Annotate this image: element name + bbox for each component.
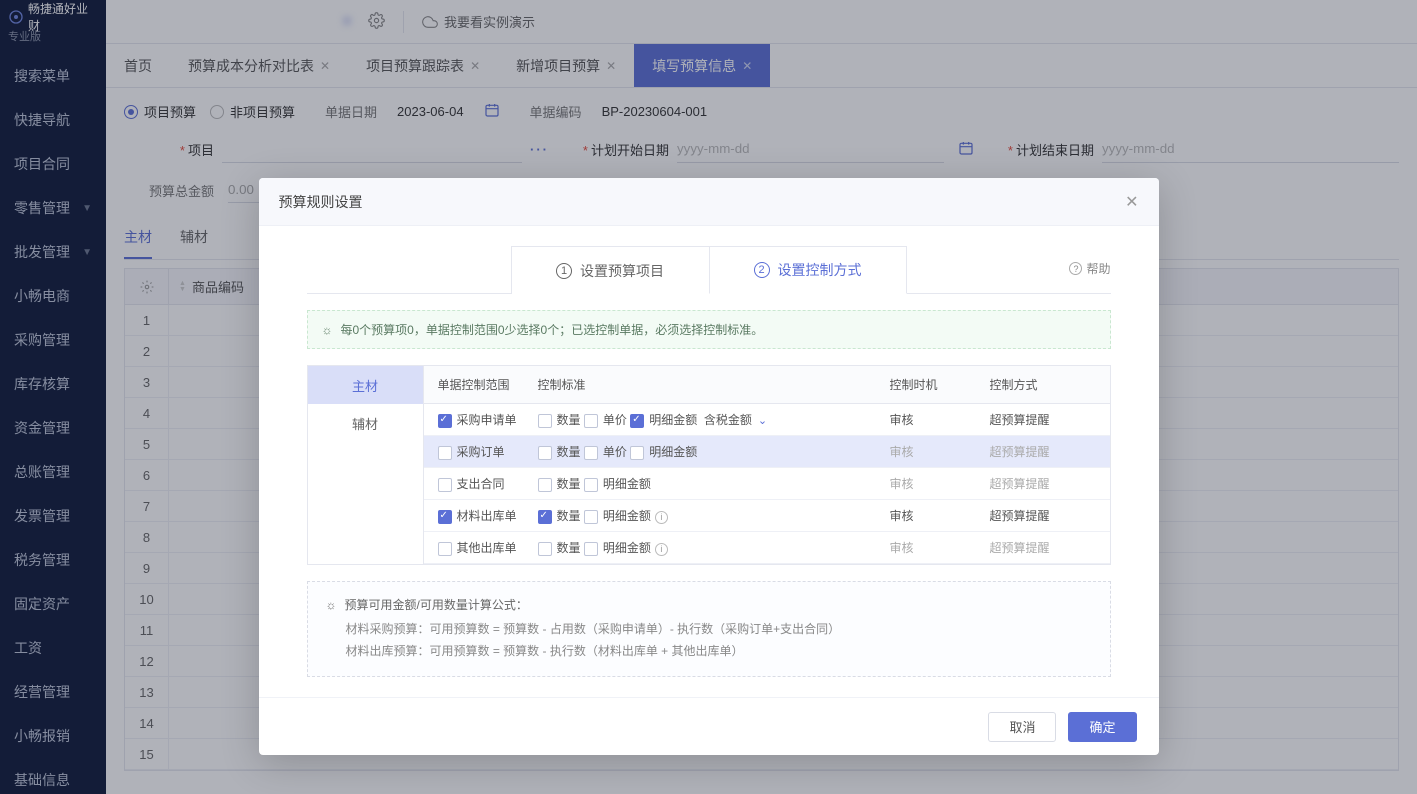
close-icon[interactable]: ✕: [1125, 192, 1138, 212]
col-mode: 控制方式: [990, 376, 1110, 393]
checkbox-doc[interactable]: [438, 542, 452, 556]
rule-row-2: 支出合同数量 明细金额审核超预算提醒: [424, 468, 1110, 500]
col-doc-range: 单据控制范围: [424, 376, 528, 393]
rules-table: 单据控制范围 控制标准 控制时机 控制方式 采购申请单数量 单价 明细金额 含税…: [424, 366, 1110, 564]
checkbox-qty[interactable]: [538, 510, 552, 524]
bulb-icon: ☼: [326, 598, 337, 612]
checkbox-detail[interactable]: [630, 446, 644, 460]
modal-title: 预算规则设置: [279, 192, 363, 212]
checkbox-qty[interactable]: [538, 478, 552, 492]
checkbox-doc[interactable]: [438, 478, 452, 492]
col-standard: 控制标准: [528, 376, 890, 393]
rule-row-3: 材料出库单数量 明细金额i审核超预算提醒: [424, 500, 1110, 532]
checkbox-doc[interactable]: [438, 446, 452, 460]
budget-rule-modal: 预算规则设置 ✕ 1设置预算项目 2设置控制方式 ?帮助 ☼ 每0个预算项0，单…: [259, 178, 1159, 755]
rule-row-4: 其他出库单数量 明细金额i审核超预算提醒: [424, 532, 1110, 564]
hint-box: ☼ 每0个预算项0，单据控制范围0少选择0个；已选控制单据，必须选择控制标准。: [307, 310, 1111, 349]
bulb-icon: ☼: [322, 323, 333, 337]
step-tab-2[interactable]: 2设置控制方式: [709, 246, 907, 294]
col-timing: 控制时机: [890, 376, 990, 393]
checkbox-qty[interactable]: [538, 542, 552, 556]
help-link[interactable]: ?帮助: [1069, 260, 1110, 277]
rules-side-aux[interactable]: 辅材: [308, 404, 423, 442]
step-tab-1[interactable]: 1设置预算项目: [511, 246, 709, 294]
checkbox-price[interactable]: [584, 446, 598, 460]
ok-button[interactable]: 确定: [1068, 712, 1136, 742]
checkbox-qty[interactable]: [538, 414, 552, 428]
checkbox-detail[interactable]: [630, 414, 644, 428]
checkbox-doc[interactable]: [438, 510, 452, 524]
checkbox-qty[interactable]: [538, 446, 552, 460]
checkbox-detail[interactable]: [584, 478, 598, 492]
info-icon[interactable]: i: [655, 511, 668, 524]
checkbox-detail[interactable]: [584, 510, 598, 524]
rule-row-1: 采购订单数量 单价 明细金额审核超预算提醒: [424, 436, 1110, 468]
checkbox-detail[interactable]: [584, 542, 598, 556]
chevron-down-icon[interactable]: ⌄: [758, 415, 767, 427]
info-icon[interactable]: i: [655, 543, 668, 556]
cancel-button[interactable]: 取消: [988, 712, 1056, 742]
checkbox-price[interactable]: [584, 414, 598, 428]
rules-side-main[interactable]: 主材: [308, 366, 423, 404]
formula-box: ☼预算可用金额/可用数量计算公式： 材料采购预算：可用预算数 = 预算数 - 占…: [307, 581, 1111, 677]
rule-row-0: 采购申请单数量 单价 明细金额 含税金额⌄审核超预算提醒: [424, 404, 1110, 436]
rules-side-nav: 主材 辅材: [308, 366, 424, 564]
modal-overlay: 预算规则设置 ✕ 1设置预算项目 2设置控制方式 ?帮助 ☼ 每0个预算项0，单…: [0, 0, 1417, 794]
checkbox-doc[interactable]: [438, 414, 452, 428]
